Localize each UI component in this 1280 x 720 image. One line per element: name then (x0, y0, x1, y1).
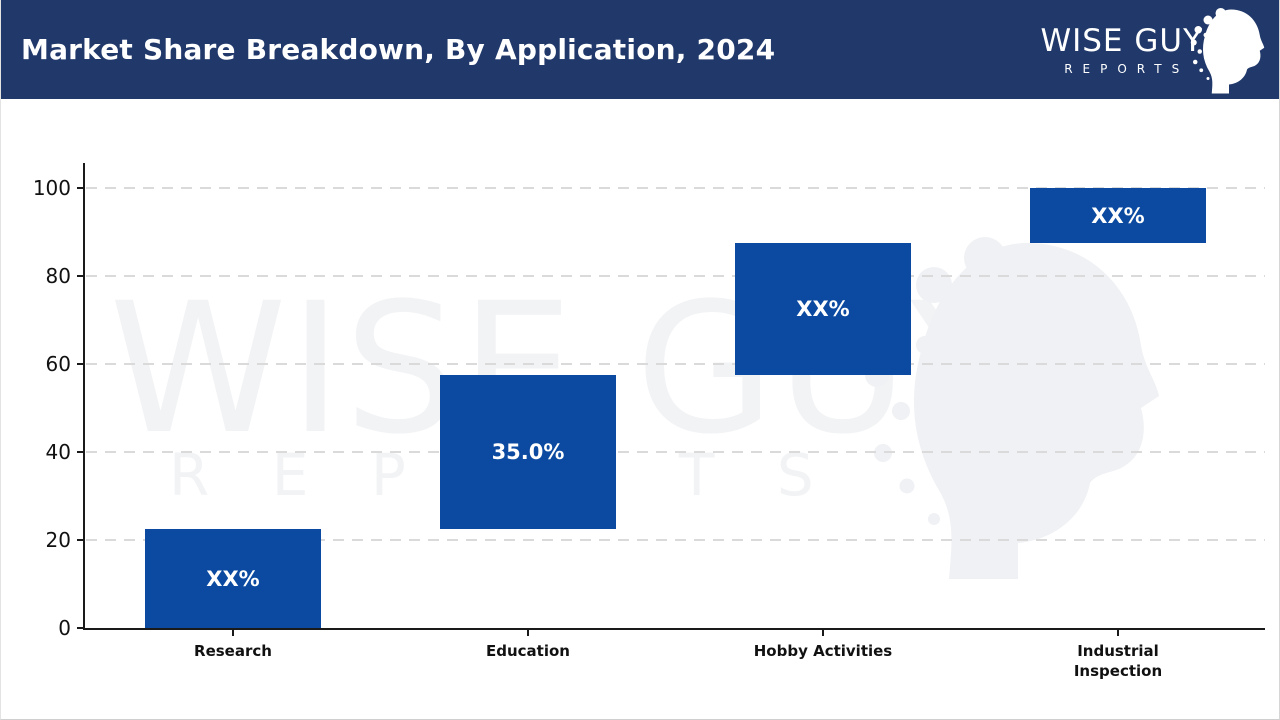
logo-subname: REPORTS (1064, 62, 1190, 76)
gridline (86, 539, 1265, 541)
y-axis-tick (77, 451, 85, 453)
page-title: Market Share Breakdown, By Application, … (21, 33, 776, 66)
gridline (86, 275, 1265, 277)
y-axis-tick-label: 80 (45, 264, 71, 288)
waterfall-bar: XX% (1030, 188, 1206, 243)
y-axis-tick (77, 363, 85, 365)
header-banner: Market Share Breakdown, By Application, … (1, 0, 1279, 99)
y-axis-tick (77, 275, 85, 277)
x-axis-tick (527, 630, 529, 636)
y-axis-tick (77, 539, 85, 541)
bar-value-label: XX% (1091, 203, 1145, 228)
y-axis-line (83, 163, 85, 630)
y-axis-tick (77, 187, 85, 189)
category-label: Education (486, 642, 570, 660)
logo-name: WISE GUY (1040, 23, 1203, 59)
logo-wordmark: WISE GUY REPORTS (1040, 23, 1203, 76)
y-axis-tick-label: 0 (58, 616, 71, 640)
category-label: Research (194, 642, 272, 660)
category-label: Hobby Activities (753, 642, 893, 660)
waterfall-bar: 35.0% (440, 375, 616, 529)
x-axis-tick (232, 630, 234, 636)
y-axis-tick (77, 627, 85, 629)
y-axis-tick-label: 60 (45, 352, 71, 376)
gridline (86, 187, 1265, 189)
x-axis-tick (822, 630, 824, 636)
category-label: Industrial Inspection (1073, 642, 1163, 680)
gridline (86, 363, 1265, 365)
y-axis-tick-label: 20 (45, 528, 71, 552)
wiseguy-logo: WISE GUY REPORTS (1040, 5, 1271, 95)
x-axis-line (83, 628, 1265, 630)
chart-area: WISE GUY R E P O R T S 020406080100Resea… (1, 99, 1279, 719)
x-axis-tick (1117, 630, 1119, 636)
waterfall-bar: XX% (145, 529, 321, 628)
bar-value-label: XX% (206, 566, 260, 591)
gridline (86, 451, 1265, 453)
bar-value-label: XX% (796, 297, 850, 321)
y-axis-tick-label: 100 (32, 176, 71, 200)
bar-value-label: 35.0% (491, 440, 565, 464)
waterfall-bar: XX% (735, 243, 911, 375)
y-axis-tick-label: 40 (45, 440, 71, 464)
